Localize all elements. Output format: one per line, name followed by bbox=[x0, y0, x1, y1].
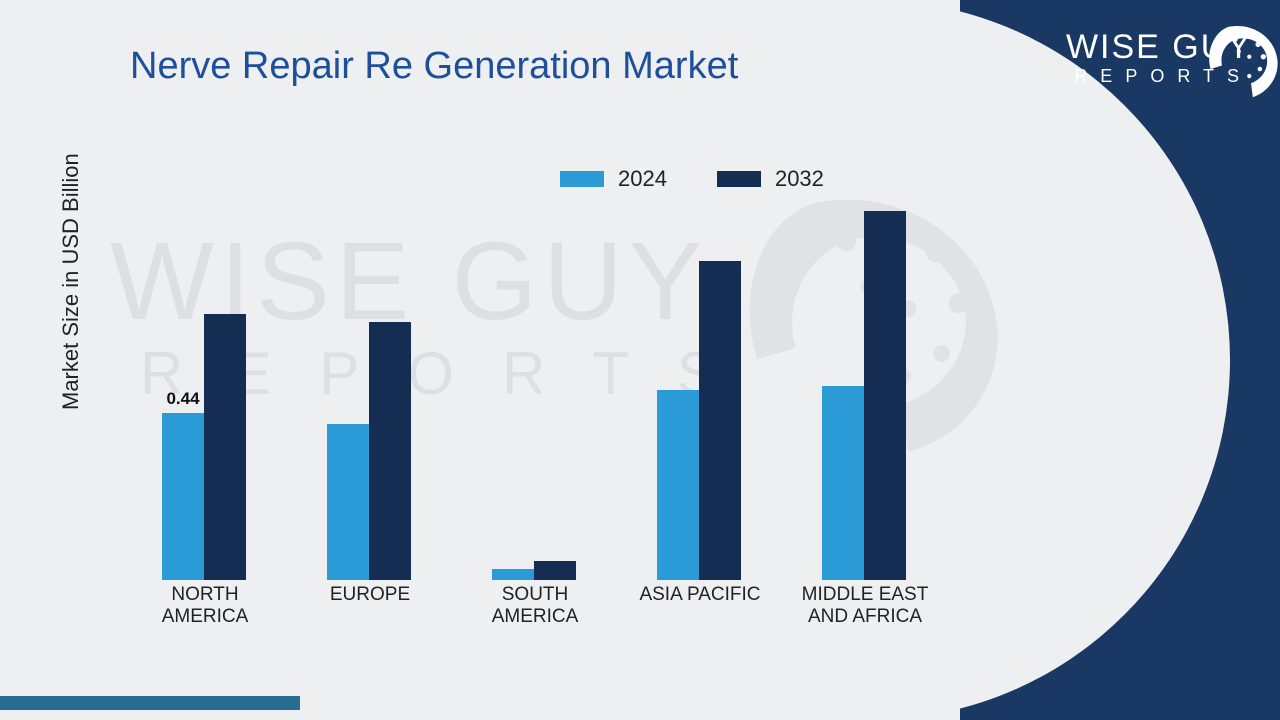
x-tick-label: EUROPE bbox=[305, 584, 435, 606]
bar-2032 bbox=[699, 261, 741, 580]
brand-line2: REPORTS bbox=[1066, 67, 1252, 85]
footer-accent-bar bbox=[0, 696, 300, 710]
bar-2024 bbox=[657, 390, 699, 580]
legend-label-2024: 2024 bbox=[618, 166, 667, 192]
chart-title: Nerve Repair Re Generation Market bbox=[130, 45, 738, 88]
bar-2032 bbox=[204, 314, 246, 580]
legend-item-2032: 2032 bbox=[717, 166, 824, 192]
legend-swatch-2024 bbox=[560, 171, 604, 187]
x-tick-label: ASIA PACIFIC bbox=[635, 584, 765, 606]
bar-2024 bbox=[822, 386, 864, 580]
bar-2024 bbox=[327, 424, 369, 580]
bar-2032 bbox=[369, 322, 411, 580]
chart-canvas: WISE GUY REPORTS Nerve Repair Re Generat… bbox=[0, 0, 1280, 720]
bar-2032 bbox=[534, 561, 576, 580]
legend-item-2024: 2024 bbox=[560, 166, 667, 192]
brand-line1: WISE GUY bbox=[1066, 30, 1252, 64]
x-tick-label: SOUTH AMERICA bbox=[470, 584, 600, 628]
chart-legend: 2024 2032 bbox=[560, 166, 824, 192]
legend-label-2032: 2032 bbox=[775, 166, 824, 192]
brand-logo-text: WISE GUY REPORTS bbox=[1066, 30, 1252, 85]
y-axis-label: Market Size in USD Billion bbox=[58, 153, 84, 410]
bar-data-label: 0.44 bbox=[153, 389, 213, 409]
bar-2024 bbox=[162, 413, 204, 580]
bar-2024 bbox=[492, 569, 534, 580]
chart-plot-area: 0.44 bbox=[140, 200, 940, 580]
legend-swatch-2032 bbox=[717, 171, 761, 187]
x-tick-label: NORTH AMERICA bbox=[140, 584, 270, 628]
bar-2032 bbox=[864, 211, 906, 580]
x-tick-label: MIDDLE EAST AND AFRICA bbox=[800, 584, 930, 628]
